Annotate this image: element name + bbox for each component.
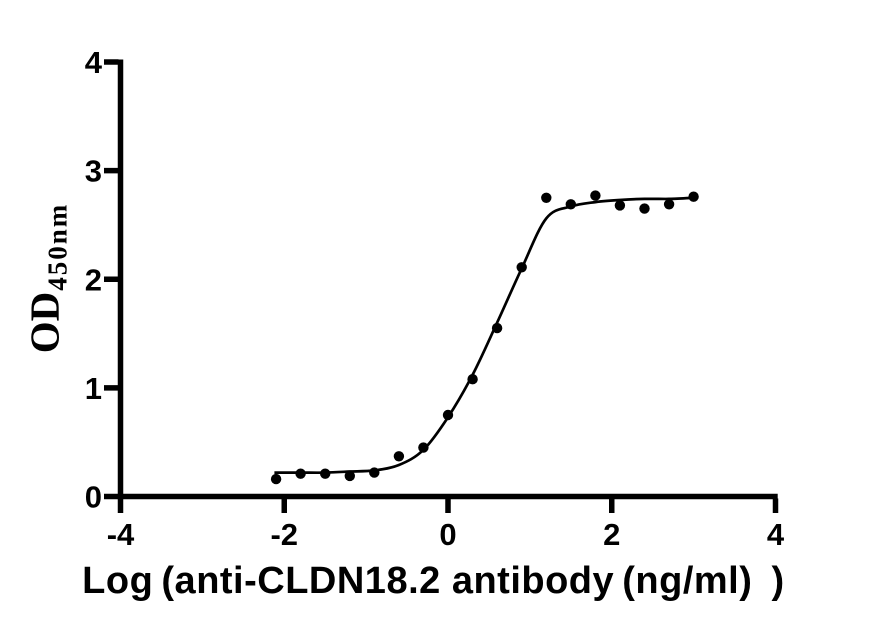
data-point	[418, 442, 429, 453]
y-tick-label: 4	[85, 45, 103, 80]
axis-spine	[117, 59, 778, 500]
y-axis-title-main: OD	[21, 291, 68, 354]
data-point	[393, 451, 405, 462]
y-axis-title-subscript: 450nm	[42, 202, 73, 291]
y-tick-label: 0	[85, 480, 102, 515]
data-point	[541, 192, 552, 203]
fit-curve-path	[274, 196, 694, 475]
data-point	[295, 468, 306, 479]
data-point	[491, 322, 503, 334]
data-point	[442, 409, 454, 421]
data-point	[688, 191, 699, 202]
data-point	[516, 262, 527, 273]
x-tick-label: 2	[603, 517, 620, 552]
data-point	[369, 467, 380, 478]
data-point	[663, 199, 675, 210]
tick-marks	[104, 59, 779, 513]
data-point	[270, 473, 282, 485]
axes	[117, 59, 778, 500]
data-point	[639, 203, 650, 214]
x-tick-label: -2	[270, 517, 298, 552]
fit-curve	[274, 196, 694, 475]
x-tick-label: 0	[439, 517, 456, 552]
y-tick-label: 3	[85, 154, 102, 189]
x-tick-label: 4	[767, 517, 785, 552]
data-point	[614, 200, 626, 211]
tick-labels: -4 -2 0 2 4 0 1 2 3 4	[85, 45, 785, 552]
x-tick-label: -4	[107, 517, 135, 552]
y-axis-title: OD450nm	[21, 203, 74, 354]
data-point	[344, 470, 355, 482]
data-point	[320, 468, 331, 479]
data-point	[590, 190, 601, 201]
y-tick-label: 1	[85, 371, 102, 406]
y-tick-label: 2	[85, 262, 102, 297]
data-points	[270, 190, 699, 485]
data-point	[565, 199, 576, 210]
data-point	[467, 374, 478, 385]
x-axis-title: Log (anti-CLDN18.2 antibody (ng/ml) )	[82, 560, 793, 602]
